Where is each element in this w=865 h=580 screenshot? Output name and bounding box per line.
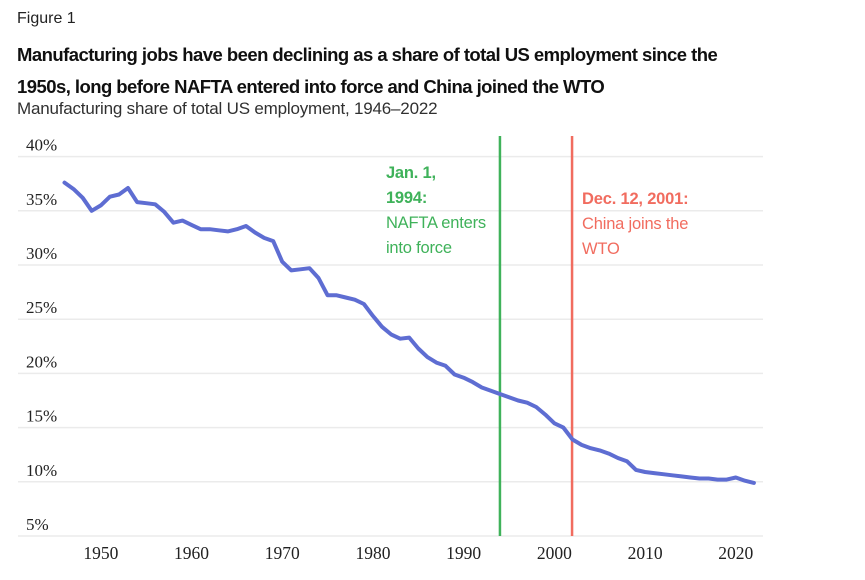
wto-annotation-date: Dec. 12, 2001: (582, 190, 689, 208)
x-tick-label-1990: 1990 (446, 543, 481, 563)
wto-annotation-text: WTO (582, 240, 620, 258)
x-tick-label-1960: 1960 (174, 543, 209, 563)
chart-title-line-1: Manufacturing jobs have been declining a… (17, 44, 718, 65)
employment-share-line (62, 180, 756, 485)
nafta-annotation-date: Jan. 1, (385, 164, 436, 182)
figure-label: Figure 1 (17, 10, 76, 27)
y-tick-label-25: 25% (26, 298, 57, 317)
x-tick-label-1970: 1970 (265, 543, 300, 563)
wto-annotation: Dec. 12, 2001: China joins the WTO (582, 187, 689, 262)
y-tick-label-30: 30% (26, 244, 57, 263)
x-tick-label-2010: 2010 (628, 543, 663, 563)
y-tick-label-35: 35% (26, 190, 57, 209)
wto-annotation-text: China joins the (582, 215, 689, 233)
nafta-annotation-text: NAFTA enters (385, 214, 486, 232)
y-tick-label-40: 40% (26, 136, 57, 155)
y-tick-label-20: 20% (26, 352, 57, 371)
nafta-annotation-date: 1994: (385, 189, 428, 207)
y-tick-label-10: 10% (26, 461, 57, 480)
chart-subtitle: Manufacturing share of total US employme… (17, 99, 438, 118)
nafta-annotation-text: into force (385, 239, 452, 257)
y-tick-label-15: 15% (26, 407, 57, 426)
x-tick-label-1950: 1950 (83, 543, 118, 563)
y-tick-label-5: 5% (26, 515, 49, 534)
chart-title: Manufacturing jobs have been declining a… (17, 39, 718, 102)
x-tick-label-2020: 2020 (718, 543, 753, 563)
x-tick-label-2000: 2000 (537, 543, 572, 563)
chart-title-line-2: 1950s, long before NAFTA entered into fo… (17, 75, 605, 97)
x-tick-label-1980: 1980 (355, 543, 390, 563)
nafta-annotation: Jan. 1, 1994: NAFTA enters into force (386, 161, 486, 261)
